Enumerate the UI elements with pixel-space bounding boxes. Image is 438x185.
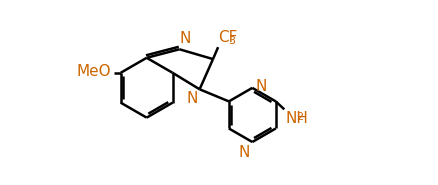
Text: N: N — [187, 91, 198, 106]
Text: N: N — [238, 145, 250, 160]
Text: CF: CF — [218, 30, 237, 45]
Text: 3: 3 — [228, 36, 235, 46]
Text: 2: 2 — [296, 112, 303, 122]
Text: N: N — [180, 31, 191, 46]
Text: MeO: MeO — [77, 64, 111, 79]
Text: NH: NH — [285, 110, 308, 125]
Text: N: N — [254, 79, 266, 94]
